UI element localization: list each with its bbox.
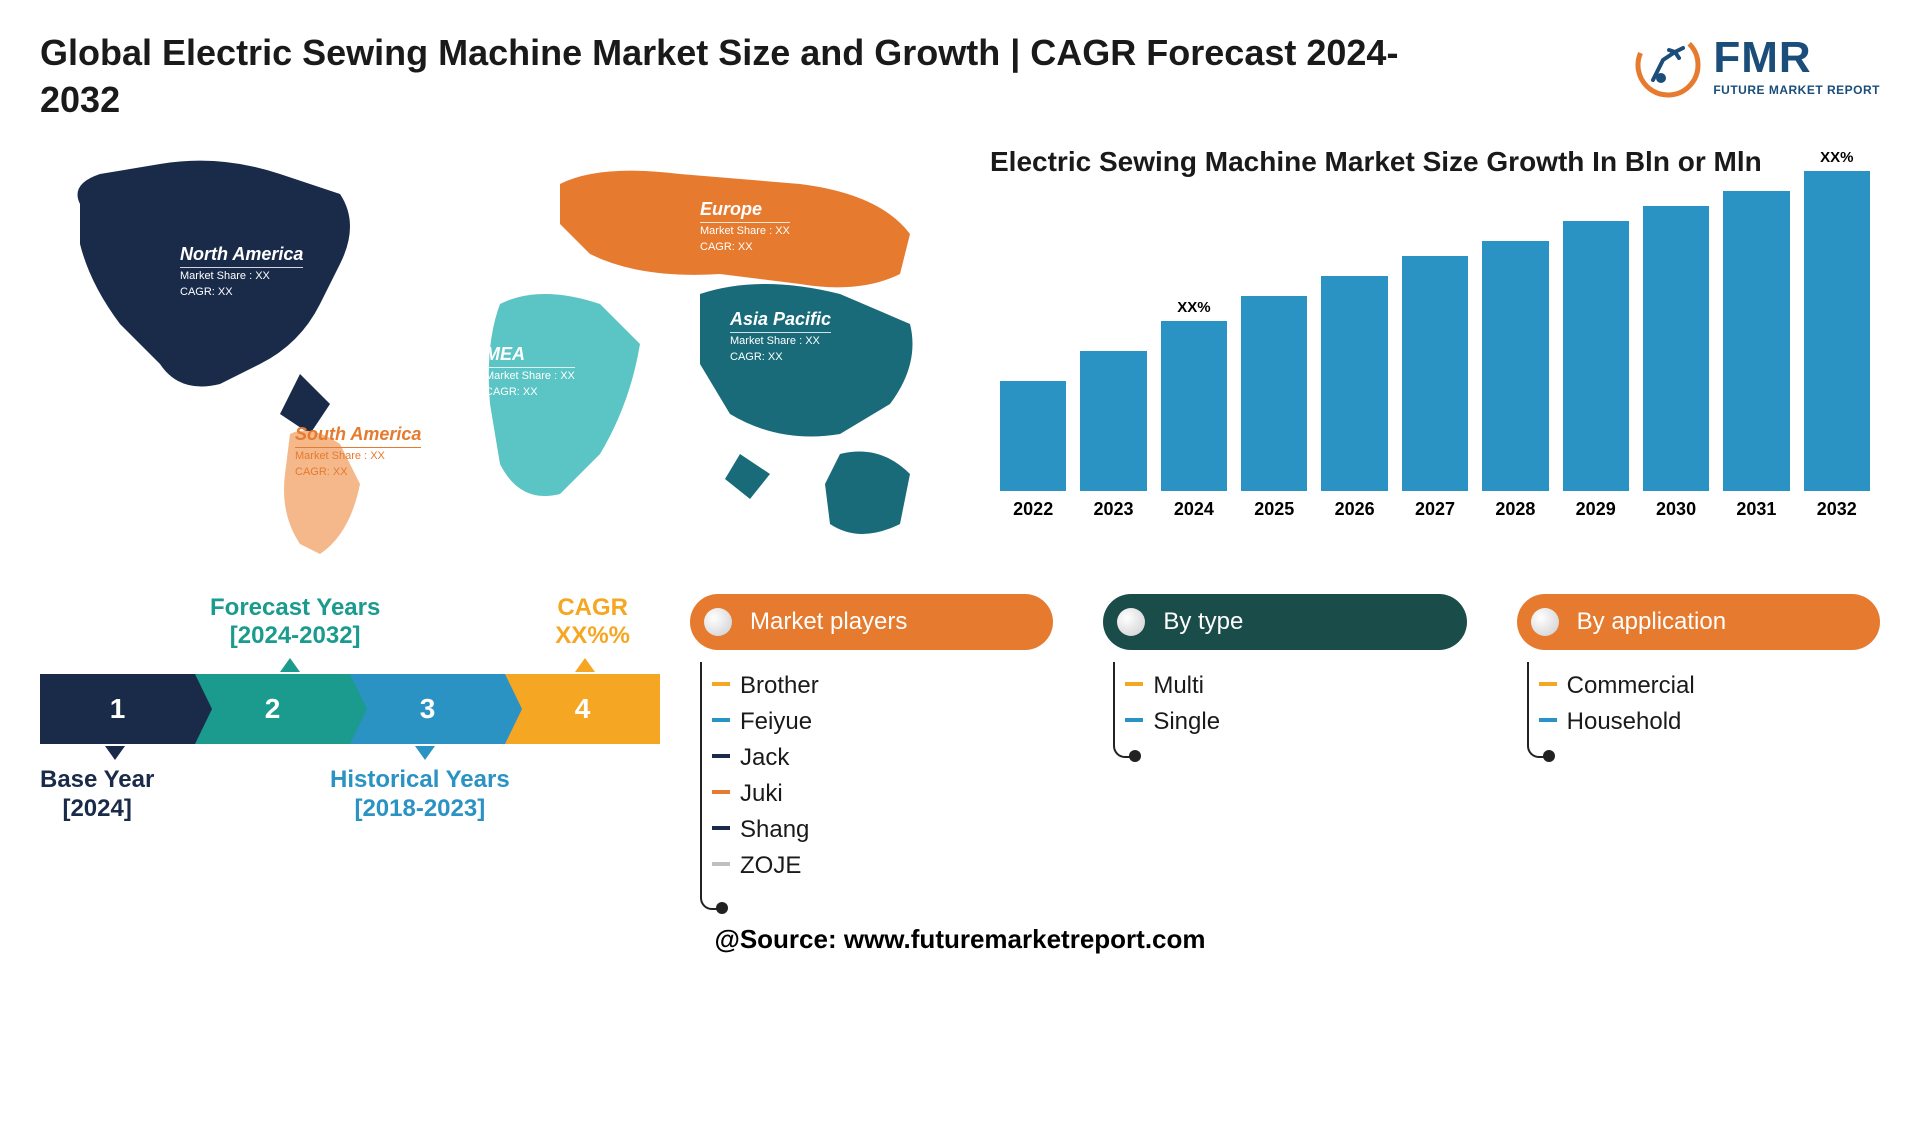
bar [1563, 221, 1629, 491]
bar-annotation: XX% [1177, 299, 1210, 316]
bar [1643, 206, 1709, 491]
bar: XX% [1161, 321, 1227, 491]
pill-list: MultiSingle [1103, 660, 1466, 740]
arrow-cagr-icon [575, 658, 595, 672]
bar: XX% [1804, 171, 1870, 491]
pill-header: Market players [690, 594, 1053, 650]
bar-col: XX% 2024 [1161, 321, 1227, 520]
fmr-logo: FMR FUTURE MARKET REPORT [1633, 30, 1880, 100]
pill-group: By application CommercialHousehold [1517, 594, 1880, 884]
bar-col: 2027 [1402, 256, 1468, 520]
bar-year-label: 2026 [1335, 499, 1375, 520]
arrow-hist-icon [415, 746, 435, 760]
bracket-icon [1527, 662, 1545, 758]
pill-item: Feiyue [740, 704, 1053, 740]
bar-year-label: 2030 [1656, 499, 1696, 520]
pill-title: By application [1577, 608, 1726, 636]
bracket-icon [1113, 662, 1131, 758]
arrow-base-icon [105, 746, 125, 760]
pill-dot-icon [1531, 608, 1559, 636]
timeline-bar: 1234 [40, 674, 660, 744]
bar-year-label: 2022 [1013, 499, 1053, 520]
bar-year-label: 2027 [1415, 499, 1455, 520]
pill-item: ZOJE [740, 848, 1053, 884]
pill-list: BrotherFeiyueJackJukiShangZOJE [690, 660, 1053, 884]
source-text: @Source: www.futuremarketreport.com [40, 924, 1880, 955]
page-title: Global Electric Sewing Machine Market Si… [40, 30, 1440, 124]
bar [1402, 256, 1468, 491]
timeline-segment: 4 [505, 674, 660, 744]
pill-item: Jack [740, 740, 1053, 776]
label-ap: Asia Pacific Market Share : XX CAGR: XX [730, 309, 831, 363]
tl-label-cagr: CAGR XX%% [555, 594, 630, 652]
bar-col: 2026 [1321, 276, 1387, 520]
bracket-icon [700, 662, 718, 910]
bar-col: XX% 2032 [1804, 171, 1870, 520]
timeline-segment: 2 [195, 674, 350, 744]
pill-group: By type MultiSingle [1103, 594, 1466, 884]
bar-year-label: 2025 [1254, 499, 1294, 520]
pill-item: Juki [740, 776, 1053, 812]
pill-item: Multi [1153, 668, 1466, 704]
bar-chart: Electric Sewing Machine Market Size Grow… [990, 144, 1880, 564]
bar-col: 2023 [1080, 351, 1146, 520]
world-map: North America Market Share : XX CAGR: XX… [40, 144, 960, 564]
label-sa: South America Market Share : XX CAGR: XX [295, 424, 421, 478]
bar-col: 2022 [1000, 381, 1066, 520]
pill-item: Shang [740, 812, 1053, 848]
bars-container: 2022 2023 XX% 2024 2025 2026 2027 2028 2029 2030 2… [990, 200, 1880, 520]
label-na: North America Market Share : XX CAGR: XX [180, 244, 303, 298]
pill-header: By type [1103, 594, 1466, 650]
logo-icon [1633, 30, 1703, 100]
arrow-forecast-icon [280, 658, 300, 672]
logo-sub-text: FUTURE MARKET REPORT [1713, 83, 1880, 97]
header: Global Electric Sewing Machine Market Si… [40, 30, 1880, 124]
pill-header: By application [1517, 594, 1880, 650]
chart-title: Electric Sewing Machine Market Size Grow… [990, 144, 1880, 180]
logo-main-text: FMR [1713, 33, 1880, 83]
pill-group: Market players BrotherFeiyueJackJukiShang… [690, 594, 1053, 884]
bar-year-label: 2028 [1495, 499, 1535, 520]
bar [1241, 296, 1307, 491]
bar [1482, 241, 1548, 491]
bar-year-label: 2029 [1576, 499, 1616, 520]
bar [1080, 351, 1146, 491]
pill-list: CommercialHousehold [1517, 660, 1880, 740]
tl-label-base: Base Year [2024] [40, 766, 154, 824]
label-eu: Europe Market Share : XX CAGR: XX [700, 199, 790, 253]
pill-item: Commercial [1567, 668, 1880, 704]
bar-year-label: 2024 [1174, 499, 1214, 520]
timeline: Forecast Years [2024-2032] CAGR XX%% 123… [40, 594, 660, 824]
bar [1000, 381, 1066, 491]
bar-col: 2028 [1482, 241, 1548, 520]
pill-title: Market players [750, 608, 907, 636]
pill-item: Single [1153, 704, 1466, 740]
pill-title: By type [1163, 608, 1243, 636]
bar-year-label: 2031 [1736, 499, 1776, 520]
tl-label-hist: Historical Years [2018-2023] [330, 766, 510, 824]
bar-col: 2029 [1563, 221, 1629, 520]
bar-col: 2031 [1723, 191, 1789, 520]
tl-label-forecast: Forecast Years [2024-2032] [210, 594, 380, 652]
bar-annotation: XX% [1820, 149, 1853, 166]
pill-dot-icon [704, 608, 732, 636]
bar [1723, 191, 1789, 491]
pill-section: Market players BrotherFeiyueJackJukiShang… [690, 594, 1880, 884]
pill-item: Brother [740, 668, 1053, 704]
pill-item: Household [1567, 704, 1880, 740]
pill-dot-icon [1117, 608, 1145, 636]
label-mea: MEA Market Share : XX CAGR: XX [485, 344, 575, 398]
timeline-segment: 1 [40, 674, 195, 744]
bar-col: 2025 [1241, 296, 1307, 520]
bar-year-label: 2023 [1094, 499, 1134, 520]
timeline-segment: 3 [350, 674, 505, 744]
bar [1321, 276, 1387, 491]
bar-year-label: 2032 [1817, 499, 1857, 520]
bar-col: 2030 [1643, 206, 1709, 520]
